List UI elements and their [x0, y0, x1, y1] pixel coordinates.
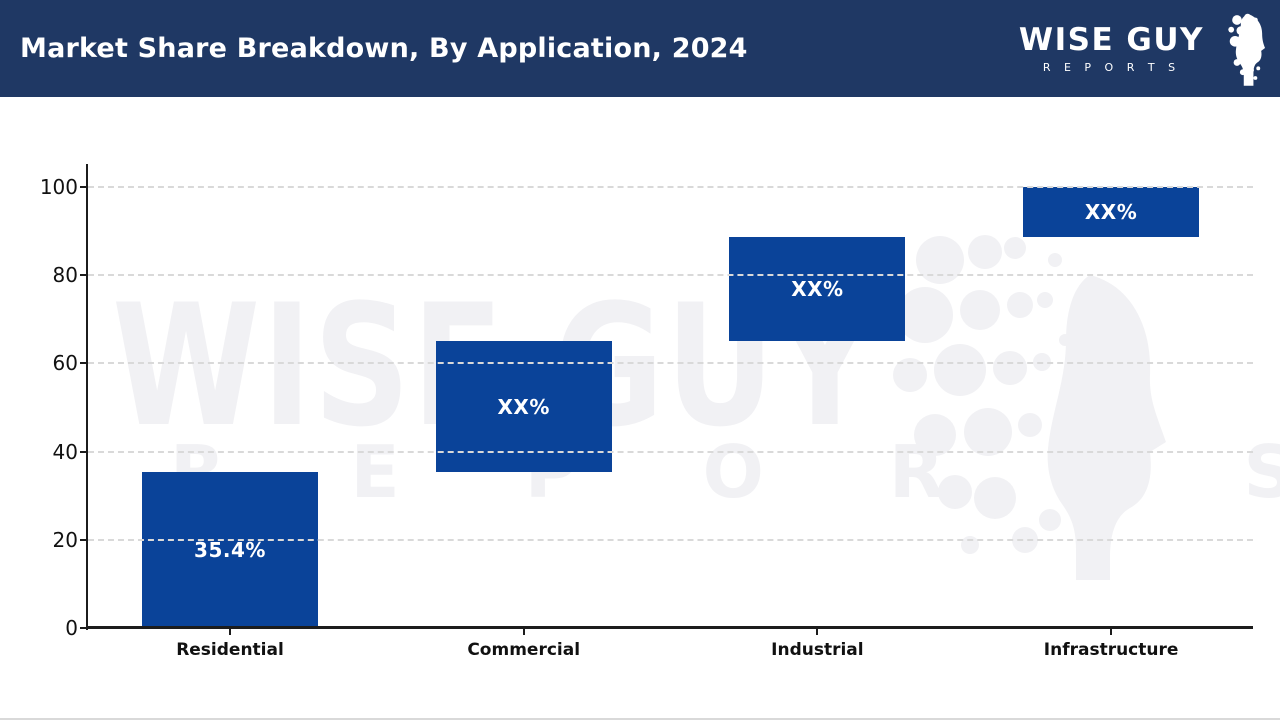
wiseguy-head-icon [1228, 13, 1266, 86]
y-tick-label-20: 20 [52, 527, 78, 552]
bar-value-label: XX% [1084, 200, 1138, 225]
header-bar: Market Share Breakdown, By Application, … [0, 0, 1280, 97]
y-tick-60 [80, 362, 88, 365]
y-tick-80 [80, 274, 88, 277]
bar-value-label: 35.4% [194, 537, 266, 562]
y-tick-40 [80, 450, 88, 453]
y-tick-label-40: 40 [52, 439, 78, 464]
bar-value-label: XX% [791, 277, 844, 302]
y-tick-label-60: 60 [52, 351, 78, 376]
bar-industrial [729, 237, 906, 342]
x-tick-1 [522, 628, 525, 635]
x-tick-2 [816, 628, 819, 635]
x-tick-label-infrastructure: Infrastructure [1043, 640, 1179, 660]
wiseguy-logo: WISE GUY R E P O R T S [1019, 11, 1266, 87]
page-title: Market Share Breakdown, By Application, … [20, 33, 748, 64]
y-tick-label-100: 100 [39, 175, 78, 199]
y-tick-label-80: 80 [52, 263, 78, 288]
x-tick-label-residential: Residential [176, 640, 284, 660]
bar-value-label: XX% [497, 394, 550, 419]
x-tick-label-industrial: Industrial [771, 640, 864, 660]
watermark-head-icon [893, 235, 1166, 580]
gridline-80 [88, 274, 1253, 277]
bar-infrastructure [1023, 187, 1200, 238]
gridline-100 [88, 186, 1253, 188]
y-tick-label-0: 0 [65, 616, 78, 640]
logo-text: WISE GUY R E P O R T S [1018, 21, 1204, 74]
gridline-20 [88, 538, 1253, 541]
gridline-40 [88, 450, 1253, 453]
x-tick-3 [1110, 628, 1113, 635]
logo-subtitle: R E P O R T S [1042, 60, 1181, 74]
bar-residential [142, 471, 318, 628]
x-tick-0 [229, 628, 231, 635]
gridline-60 [88, 362, 1253, 365]
y-axis-spine [86, 164, 88, 630]
y-tick-100 [80, 186, 88, 188]
y-tick-20 [80, 538, 88, 541]
bottom-border [0, 718, 1280, 720]
x-tick-label-commercial: Commercial [467, 640, 581, 660]
y-tick-0 [80, 627, 88, 629]
x-axis-baseline [86, 626, 1253, 629]
logo-wordmark: WISE GUY [1018, 21, 1204, 58]
